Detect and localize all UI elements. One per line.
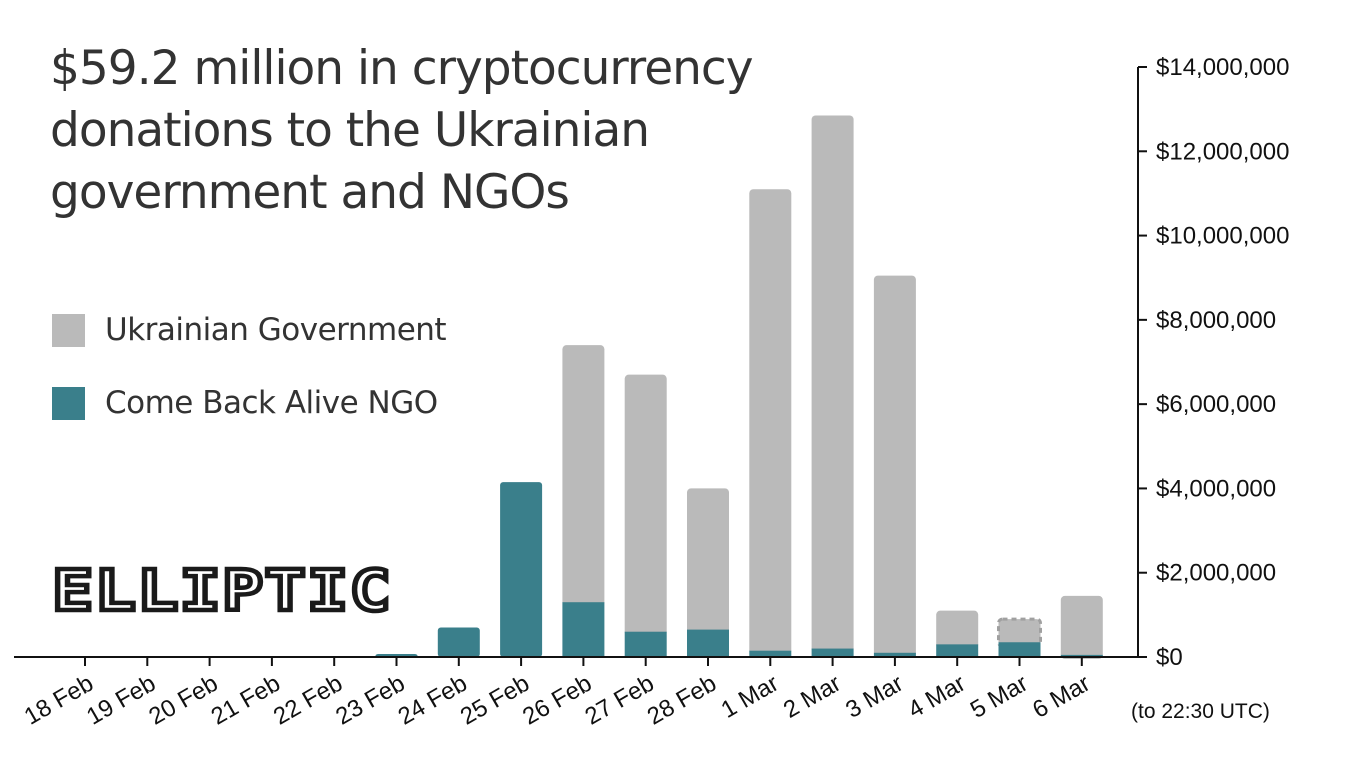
y-tick-label: $2,000,000: [1156, 560, 1276, 587]
bar-come-back-alive-ngo: [437, 627, 480, 657]
bar-come-back-alive-ngo: [873, 652, 916, 657]
legend-item-come-back-alive: Come Back Alive NGO: [52, 385, 438, 421]
legend-swatch-grey: [52, 313, 85, 347]
y-tick-label: $12,000,000: [1156, 138, 1289, 165]
bar-ukrainian-government: [997, 617, 1042, 648]
bar-come-back-alive-ngo: [562, 602, 605, 657]
bar-come-back-alive-ngo: [687, 629, 729, 657]
x-tick-label: 18 Feb: [20, 670, 98, 731]
x-tick-label: 25 Feb: [456, 670, 534, 731]
bar-ukrainian-government: [936, 610, 979, 649]
x-tick-label: 26 Feb: [518, 670, 596, 731]
bar-ukrainian-government: [811, 115, 854, 653]
x-tick-label: 24 Feb: [394, 670, 472, 731]
y-tick-label: $4,000,000: [1156, 475, 1276, 502]
bar-ukrainian-government: [624, 374, 667, 636]
x-tick-label: 20 Feb: [144, 670, 222, 731]
legend-label: Come Back Alive NGO: [105, 385, 438, 421]
x-tick-label: 28 Feb: [643, 670, 721, 731]
bar-come-back-alive-ngo: [500, 482, 543, 657]
bar-come-back-alive-ngo: [811, 648, 854, 657]
legend-label: Ukrainian Government: [105, 312, 447, 348]
bar-come-back-alive-ngo: [749, 650, 792, 657]
x-tick-label: 23 Feb: [331, 670, 409, 731]
bar-come-back-alive-ngo: [936, 644, 979, 657]
x-axis-note: (to 22:30 UTC): [1131, 700, 1270, 723]
bar-come-back-alive-ngo: [624, 631, 667, 657]
svg-text:ELLIPTIC: ELLIPTIC: [52, 566, 392, 616]
x-tick-label: 3 Mar: [841, 670, 908, 724]
y-tick-label: $14,000,000: [1156, 54, 1289, 81]
bar-come-back-alive-ngo: [998, 642, 1041, 657]
x-tick-label: 2 Mar: [779, 670, 846, 724]
bar-come-back-alive-ngo: [1060, 654, 1103, 657]
legend-swatch-teal: [52, 386, 85, 420]
x-tick-label: 1 Mar: [717, 670, 784, 724]
bar-ukrainian-government: [873, 275, 916, 657]
y-tick-label: $6,000,000: [1156, 391, 1276, 418]
y-tick-label: $8,000,000: [1156, 307, 1276, 334]
bar-ukrainian-government: [562, 345, 605, 607]
bar-ukrainian-government: [749, 189, 792, 655]
x-tick-label: 27 Feb: [580, 670, 658, 731]
x-tick-label: 21 Feb: [207, 670, 285, 731]
chart-title: $59.2 million in cryptocurrency donation…: [50, 41, 754, 220]
y-tick-label: $0: [1156, 644, 1183, 671]
elliptic-logo: ELLIPTIC: [52, 566, 393, 616]
x-tick-label: 4 Mar: [904, 670, 971, 724]
bar-ukrainian-government: [687, 488, 729, 634]
legend-item-ukrainian-government: Ukrainian Government: [52, 312, 447, 348]
x-tick-label: 6 Mar: [1028, 670, 1095, 724]
x-tick-label: 22 Feb: [269, 670, 347, 731]
y-tick-label: $10,000,000: [1156, 223, 1289, 250]
bar-ukrainian-government: [1060, 595, 1103, 659]
x-tick-label: 19 Feb: [82, 670, 160, 731]
x-tick-label: 5 Mar: [966, 670, 1033, 724]
